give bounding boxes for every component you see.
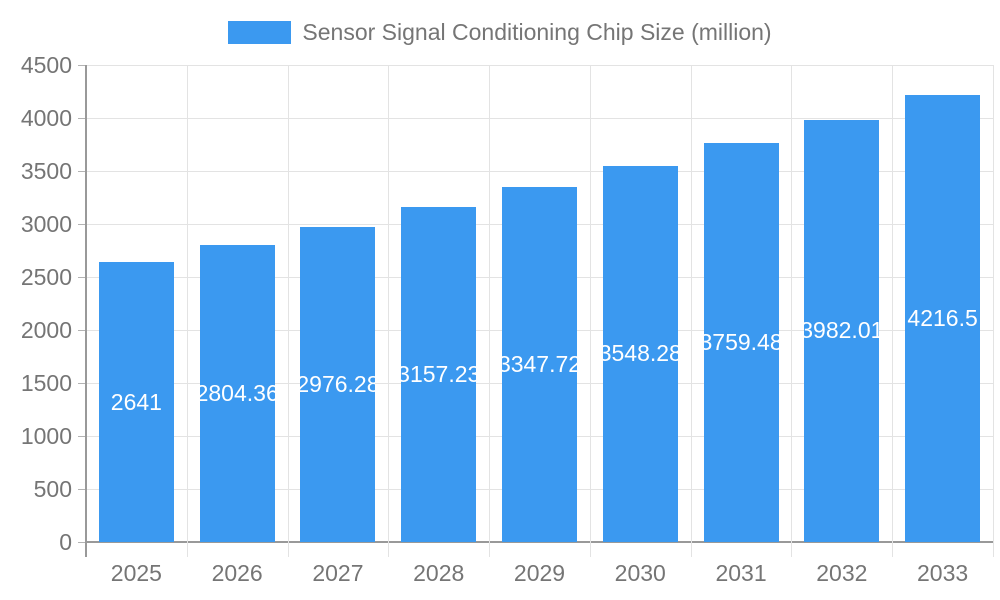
bar[interactable]: 2976.28 xyxy=(300,226,376,542)
bar-value-label: 3982.01 xyxy=(804,317,880,344)
y-tick-mark xyxy=(78,118,86,119)
y-tick-mark xyxy=(78,383,86,384)
v-gridline xyxy=(186,65,188,542)
x-tick-label: 2028 xyxy=(413,560,465,586)
y-axis-line xyxy=(85,65,87,557)
bar[interactable]: 2641 xyxy=(98,262,174,542)
x-tick-mark xyxy=(388,542,390,557)
x-tick-mark xyxy=(186,542,188,557)
y-tick-mark xyxy=(78,171,86,172)
y-tick-label: 3500 xyxy=(20,158,72,184)
x-tick-label: 2033 xyxy=(917,560,969,586)
v-gridline xyxy=(892,65,894,542)
v-gridline xyxy=(791,65,793,542)
v-gridline xyxy=(993,65,994,542)
bar-value-label: 3347.72 xyxy=(502,351,577,378)
x-tick-label: 2031 xyxy=(715,560,767,586)
bar-value-label: 2641 xyxy=(110,388,162,415)
v-gridline xyxy=(388,65,390,542)
bar[interactable]: 3157.23 xyxy=(401,207,477,542)
y-tick-mark xyxy=(78,65,86,66)
legend[interactable]: Sensor Signal Conditioning Chip Size (mi… xyxy=(0,19,1000,46)
bar-value-label: 3548.28 xyxy=(602,340,678,367)
y-tick-label: 1500 xyxy=(20,370,72,396)
h-gridline xyxy=(86,171,993,172)
y-tick-label: 4500 xyxy=(20,52,72,78)
x-tick-mark xyxy=(993,542,994,557)
bar[interactable]: 2804.36 xyxy=(199,244,275,542)
y-tick-mark xyxy=(78,277,86,278)
x-tick-label: 2025 xyxy=(110,560,162,586)
x-tick-label: 2029 xyxy=(513,560,566,586)
x-tick-label: 2027 xyxy=(312,560,364,586)
bar[interactable]: 3347.72 xyxy=(502,187,577,542)
x-tick-mark xyxy=(892,542,894,557)
x-tick-mark xyxy=(589,542,591,557)
x-tick-label: 2026 xyxy=(211,560,263,586)
v-gridline xyxy=(589,65,591,542)
x-tick-mark xyxy=(690,542,692,557)
y-tick-label: 500 xyxy=(33,476,72,502)
bar-value-label: 2976.28 xyxy=(300,370,376,397)
bar-value-label: 2804.36 xyxy=(199,379,275,406)
h-gridline xyxy=(86,65,993,66)
x-tick-label: 2032 xyxy=(816,560,868,586)
y-tick-label: 0 xyxy=(59,529,72,555)
h-gridline xyxy=(86,118,993,119)
y-tick-mark xyxy=(78,489,86,490)
y-tick-mark xyxy=(78,330,86,331)
y-tick-label: 4000 xyxy=(20,105,72,131)
y-tick-mark xyxy=(78,224,86,225)
v-gridline xyxy=(287,65,289,542)
x-axis-line xyxy=(86,541,993,543)
v-gridline xyxy=(489,65,491,542)
y-tick-label: 2000 xyxy=(20,317,72,343)
y-tick-label: 3000 xyxy=(20,211,72,237)
y-tick-label: 1000 xyxy=(20,423,72,449)
x-tick-mark xyxy=(287,542,289,557)
y-tick-mark xyxy=(78,436,86,437)
y-tick-label: 2500 xyxy=(20,264,72,290)
x-tick-mark xyxy=(791,542,793,557)
y-tick-mark xyxy=(78,542,86,543)
x-tick-label: 2030 xyxy=(614,560,666,586)
bar-value-label: 4216.5 xyxy=(907,305,978,332)
bar[interactable]: 4216.5 xyxy=(905,95,981,542)
legend-swatch xyxy=(228,21,292,44)
bar[interactable]: 3548.28 xyxy=(602,165,678,542)
v-gridline xyxy=(690,65,692,542)
bar-value-label: 3157.23 xyxy=(401,361,477,388)
bar[interactable]: 3982.01 xyxy=(804,119,880,542)
bar[interactable]: 3759.48 xyxy=(703,143,779,542)
bar-value-label: 3759.48 xyxy=(703,329,779,356)
legend-label: Sensor Signal Conditioning Chip Size (mi… xyxy=(302,19,772,45)
x-tick-mark xyxy=(489,542,491,557)
